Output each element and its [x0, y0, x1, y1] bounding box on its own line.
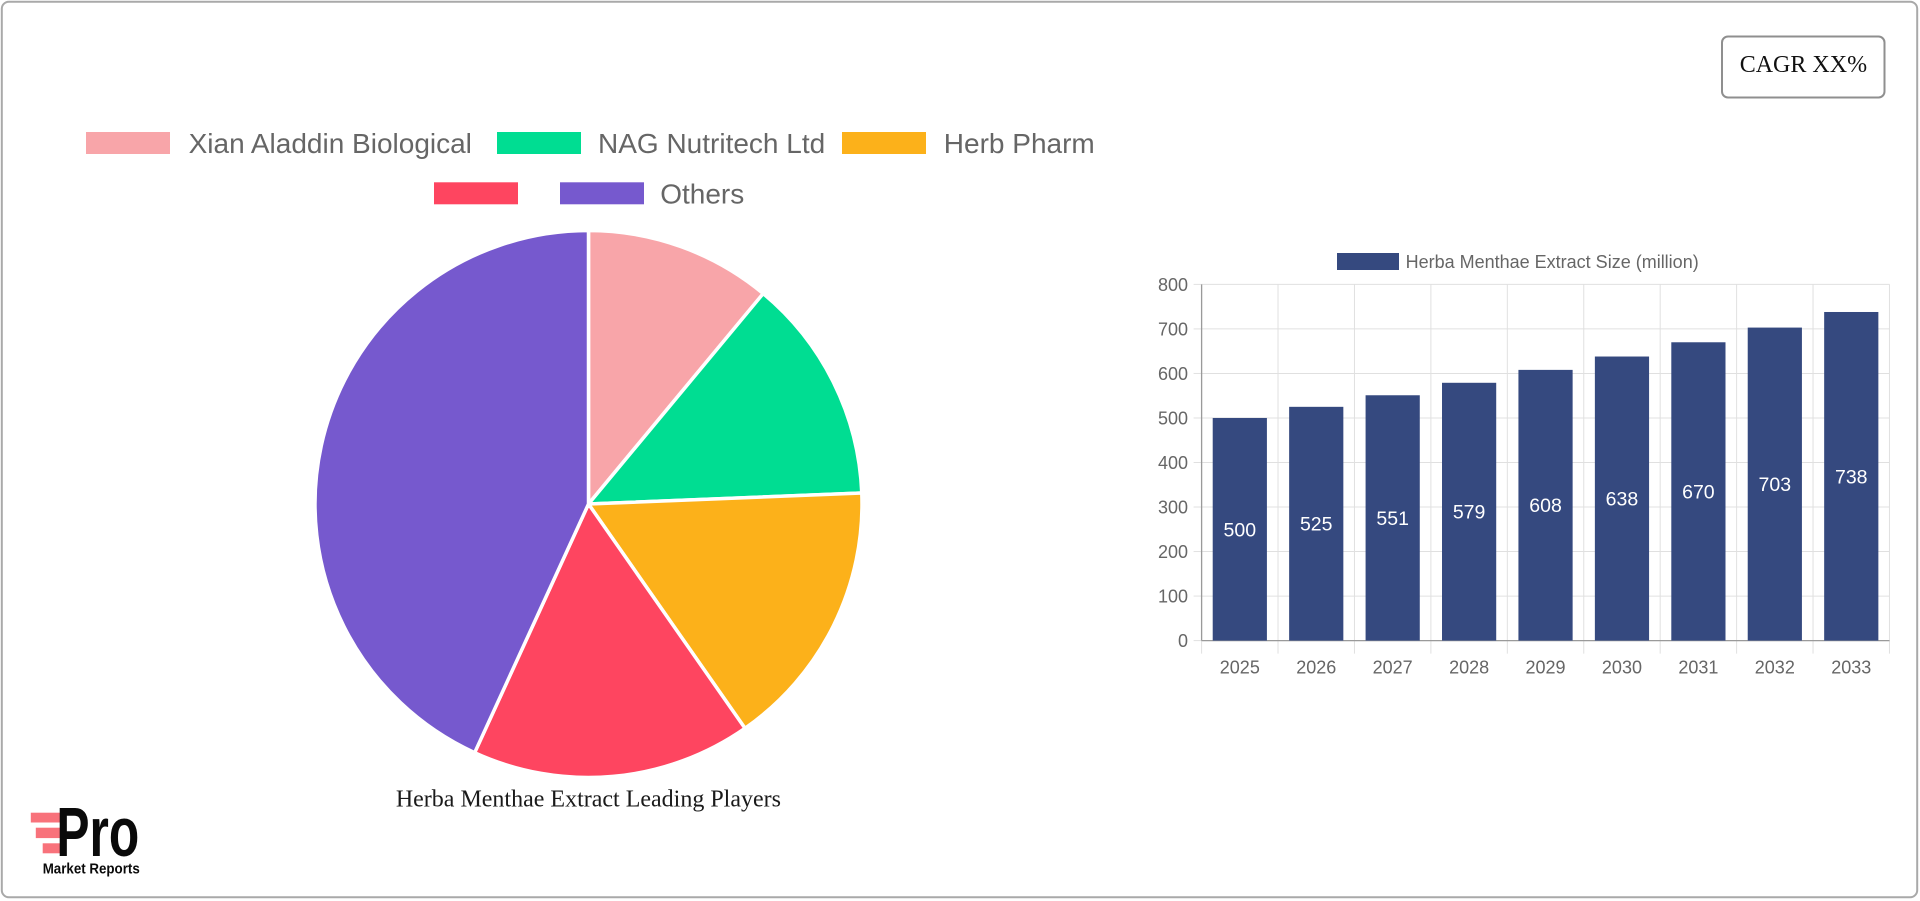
svg-text:525: 525	[1300, 514, 1333, 536]
svg-text:800: 800	[1158, 275, 1188, 295]
svg-text:300: 300	[1158, 498, 1188, 518]
svg-text:Herb Pharm: Herb Pharm	[944, 128, 1095, 159]
svg-text:2032: 2032	[1755, 657, 1795, 677]
svg-text:703: 703	[1759, 474, 1792, 496]
svg-text:Pro: Pro	[56, 793, 139, 871]
svg-text:Herba Menthae Extract Size (mi: Herba Menthae Extract Size (million)	[1406, 252, 1699, 272]
svg-text:Others: Others	[660, 178, 744, 209]
svg-text:600: 600	[1158, 364, 1188, 384]
svg-text:670: 670	[1682, 481, 1715, 503]
svg-text:2027: 2027	[1373, 657, 1413, 677]
svg-text:2028: 2028	[1449, 657, 1489, 677]
svg-text:551: 551	[1376, 508, 1409, 530]
svg-text:700: 700	[1158, 319, 1188, 339]
svg-text:638: 638	[1606, 489, 1639, 511]
svg-text:579: 579	[1453, 502, 1486, 524]
svg-text:CAGR XX%: CAGR XX%	[1740, 52, 1867, 78]
svg-text:Market Reports: Market Reports	[43, 860, 140, 877]
svg-text:738: 738	[1835, 466, 1868, 488]
svg-text:Herba Menthae Extract Leading: Herba Menthae Extract Leading Players	[396, 787, 781, 813]
svg-text:NAG Nutritech Ltd: NAG Nutritech Ltd	[598, 128, 825, 159]
svg-text:608: 608	[1529, 495, 1562, 517]
svg-text:200: 200	[1158, 542, 1188, 562]
svg-text:2031: 2031	[1678, 657, 1718, 677]
svg-text:2026: 2026	[1296, 657, 1336, 677]
svg-text:2030: 2030	[1602, 657, 1642, 677]
svg-text:0: 0	[1178, 631, 1188, 651]
svg-text:2033: 2033	[1831, 657, 1871, 677]
svg-text:400: 400	[1158, 453, 1188, 473]
svg-text:500: 500	[1224, 519, 1257, 541]
svg-text:Xian Aladdin Biological: Xian Aladdin Biological	[189, 128, 472, 159]
svg-text:2025: 2025	[1220, 657, 1260, 677]
svg-text:100: 100	[1158, 587, 1188, 607]
svg-text:500: 500	[1158, 408, 1188, 428]
svg-text:2029: 2029	[1526, 657, 1566, 677]
